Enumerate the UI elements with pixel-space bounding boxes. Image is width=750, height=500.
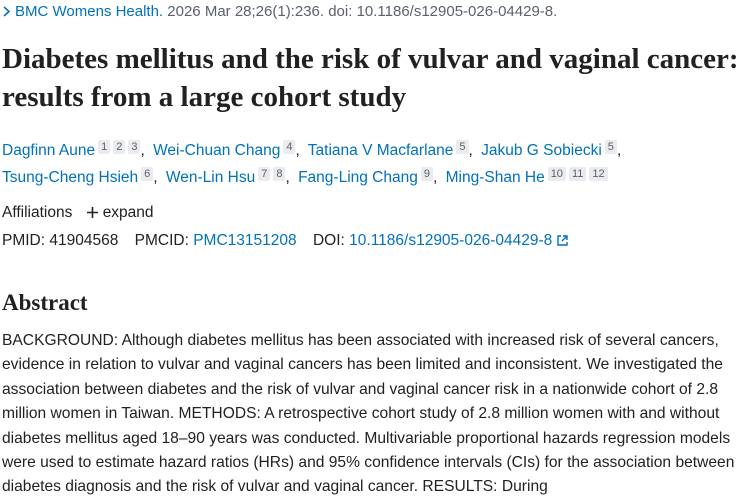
author: Fang-Ling Chang 9 bbox=[298, 167, 441, 186]
author-name[interactable]: Wen-Lin Hsu bbox=[165, 169, 256, 186]
affiliation-number[interactable]: 12 bbox=[589, 167, 608, 181]
author-name[interactable]: Tatiana V Macfarlane bbox=[307, 142, 454, 159]
affiliation-number[interactable]: 5 bbox=[604, 140, 617, 154]
pmid: 41904568 bbox=[49, 232, 119, 249]
author-name[interactable]: Wei-Chuan Chang bbox=[153, 142, 281, 159]
article-title: Diabetes mellitus and the risk of vulvar… bbox=[2, 43, 739, 113]
author-name[interactable]: Tsung-Cheng Hsieh bbox=[2, 169, 139, 186]
author-name[interactable]: Fang-Ling Chang bbox=[298, 169, 418, 186]
journal-link[interactable]: BMC Womens Health. bbox=[15, 3, 164, 20]
pmcid-label: PMCID: bbox=[134, 232, 189, 249]
author-name[interactable]: Ming-Shan He bbox=[445, 169, 545, 186]
affiliations-label: Affiliations bbox=[2, 204, 73, 221]
affiliation-number[interactable]: 11 bbox=[568, 167, 587, 181]
author-name[interactable]: Dagfinn Aune bbox=[2, 142, 96, 159]
abstract-heading: Abstract bbox=[2, 290, 88, 315]
affiliation-number[interactable]: 10 bbox=[547, 167, 566, 181]
author: Ming-Shan He 10 11 12 bbox=[445, 167, 608, 186]
pmcid-link[interactable]: PMC13151208 bbox=[193, 232, 297, 249]
external-link-icon bbox=[556, 235, 568, 246]
affiliation-number[interactable]: 7 bbox=[258, 167, 271, 181]
plus-icon bbox=[86, 207, 98, 218]
doi-link[interactable]: 10.1186/s12905-026-04429-8 bbox=[349, 232, 553, 249]
author-name[interactable]: Jakub G Sobiecki bbox=[481, 142, 602, 159]
chevron-icon bbox=[3, 6, 11, 17]
affiliation-number[interactable]: 1 bbox=[98, 140, 111, 154]
author: Dagfinn Aune 1 2 3 bbox=[2, 140, 149, 159]
expand-label: expand bbox=[102, 204, 154, 221]
author: Tatiana V Macfarlane 5 bbox=[307, 140, 477, 159]
abstract-text: BACKGROUND: Although diabetes mellitus h… bbox=[2, 332, 735, 496]
affiliation-number[interactable]: 5 bbox=[456, 140, 469, 154]
identifiers: PMID: 41904568 PMCID: PMC13151208 DOI: 1… bbox=[2, 232, 568, 250]
citation-details: 2026 Mar 28;26(1):236. doi: 10.1186/s129… bbox=[167, 3, 558, 20]
affiliation-number[interactable]: 3 bbox=[128, 140, 141, 154]
author: Wei-Chuan Chang 4 bbox=[153, 140, 304, 159]
expand-toggle[interactable]: expand bbox=[86, 204, 154, 221]
affiliation-number[interactable]: 8 bbox=[273, 167, 286, 181]
affiliation-number[interactable]: 9 bbox=[420, 167, 433, 181]
author: Wen-Lin Hsu 7 8 bbox=[165, 167, 294, 186]
author: Tsung-Cheng Hsieh 6 bbox=[2, 167, 162, 186]
citation: BMC Womens Health. 2026 Mar 28;26(1):236… bbox=[2, 3, 557, 20]
affiliation-number[interactable]: 4 bbox=[283, 140, 296, 154]
affiliation-number[interactable]: 6 bbox=[141, 167, 154, 181]
pmid-label: PMID: bbox=[2, 232, 46, 249]
author: Jakub G Sobiecki 5 bbox=[481, 140, 625, 159]
affiliation-number[interactable]: 2 bbox=[113, 140, 126, 154]
doi-label: DOI: bbox=[312, 232, 345, 249]
affiliations: Affiliations expand bbox=[2, 204, 154, 222]
